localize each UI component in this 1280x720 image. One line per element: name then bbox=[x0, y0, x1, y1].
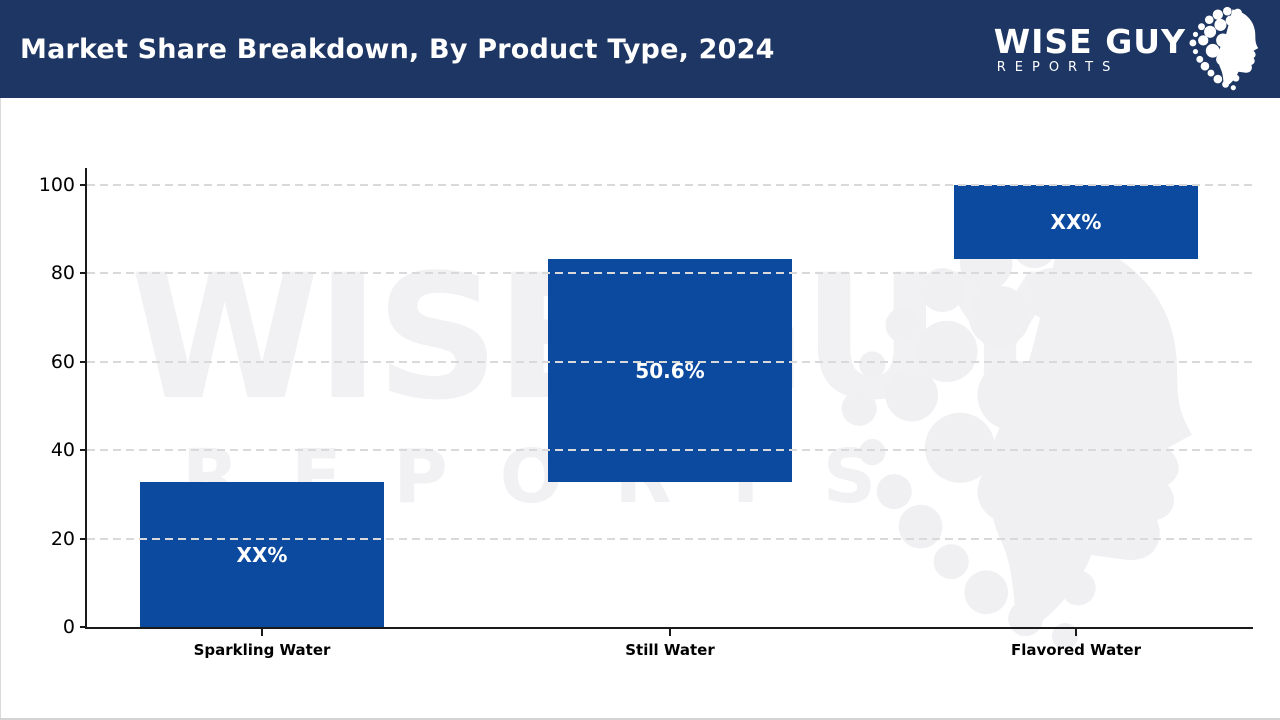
left-edge-line bbox=[0, 98, 1, 718]
bar-value-label: XX% bbox=[1050, 209, 1102, 234]
wise-guy-logo: WISE GUY REPORTS bbox=[994, 6, 1266, 92]
y-tick-label: 0 bbox=[62, 616, 75, 638]
x-tick-mark bbox=[669, 629, 671, 636]
x-tick-mark bbox=[1075, 629, 1077, 636]
logo-wordmark: WISE GUY bbox=[993, 21, 1186, 61]
logo-face-icon bbox=[1180, 6, 1266, 92]
header-bar: Market Share Breakdown, By Product Type,… bbox=[0, 0, 1280, 98]
y-tick-mark bbox=[80, 626, 87, 628]
y-axis-line bbox=[85, 168, 87, 629]
bar-still-water: 50.6% bbox=[548, 258, 792, 483]
x-category-label: Sparkling Water bbox=[193, 641, 331, 659]
x-category-label: Flavored Water bbox=[1011, 641, 1141, 659]
gridline-40 bbox=[87, 449, 1253, 452]
logo-reports-text: REPORTS bbox=[996, 59, 1120, 75]
gridline-60 bbox=[87, 360, 1253, 363]
y-tick-mark bbox=[80, 272, 87, 275]
gridline-80 bbox=[87, 272, 1253, 275]
x-category-label: Still Water bbox=[625, 641, 715, 659]
logo-text: WISE GUY REPORTS bbox=[994, 25, 1186, 74]
bar-value-label: XX% bbox=[236, 542, 288, 567]
y-tick-label: 20 bbox=[50, 527, 75, 550]
y-tick-label: 100 bbox=[38, 174, 75, 196]
y-tick-label: 60 bbox=[50, 350, 75, 373]
page-title: Market Share Breakdown, By Product Type,… bbox=[20, 33, 775, 65]
watermark-face-icon bbox=[815, 220, 1210, 658]
x-axis-line bbox=[85, 627, 1253, 629]
x-tick-mark bbox=[261, 629, 263, 636]
bar-sparkling-water: XX% bbox=[140, 482, 384, 627]
y-tick-label: 80 bbox=[50, 262, 75, 285]
y-tick-mark bbox=[80, 449, 87, 452]
gridline-100 bbox=[87, 184, 1253, 186]
y-tick-mark bbox=[80, 184, 87, 186]
y-tick-label: 40 bbox=[50, 439, 75, 462]
gridline-20 bbox=[87, 537, 1253, 540]
y-tick-mark bbox=[80, 360, 87, 363]
bottom-edge-line bbox=[0, 718, 1280, 720]
y-tick-mark bbox=[80, 537, 87, 540]
bar-flavored-water: XX% bbox=[954, 185, 1198, 259]
